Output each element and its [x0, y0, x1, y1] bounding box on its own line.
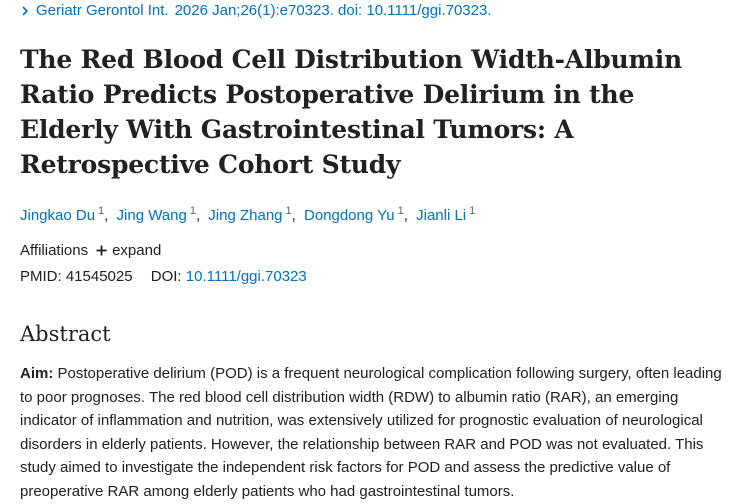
author-name[interactable]: Jingkao Du — [20, 207, 96, 224]
abstract-aim-paragraph: Aim: Postoperative delirium (POD) is a f… — [20, 362, 738, 504]
pmid-label: PMID: — [20, 268, 62, 285]
pmid-value: 41545025 — [65, 268, 133, 285]
affiliations-row: Affiliations expand — [20, 242, 161, 259]
author-name[interactable]: Jing Zhang — [208, 207, 283, 224]
author-item[interactable]: Jianli Li 1 — [416, 205, 476, 224]
citation-link[interactable]: Geriatr Gerontol Int. 2026 Jan;26(1):e70… — [20, 2, 492, 19]
affiliation-number[interactable]: 1 — [469, 205, 476, 217]
expand-label[interactable]: expand — [112, 242, 162, 259]
affiliations-label: Affiliations — [20, 242, 89, 259]
author-name[interactable]: Jianli Li — [416, 207, 467, 224]
doi-label: DOI: — [150, 268, 182, 285]
affiliation-number[interactable]: 1 — [397, 205, 404, 217]
affiliation-number[interactable]: 1 — [189, 205, 196, 217]
author-item[interactable]: Dongdong Yu 1 — [303, 205, 404, 224]
citation-details: 2026 Jan;26(1):e70323. doi: 10.1111/ggi.… — [174, 2, 492, 19]
plus-icon — [96, 245, 107, 256]
expand-affiliations-button[interactable]: expand — [96, 242, 161, 259]
author-name[interactable]: Jing Wang — [116, 207, 187, 224]
author-item[interactable]: Jingkao Du 1 — [20, 205, 105, 224]
article-title: The Red Blood Cell Distribution Width-Al… — [20, 45, 683, 179]
identifiers-row: PMID: 41545025 DOI: 10.1111/ggi.70323 — [20, 268, 307, 285]
abstract-heading: Abstract — [20, 322, 111, 346]
doi-link[interactable]: 10.1111/ggi.70323 — [185, 268, 307, 285]
affiliation-number[interactable]: 1 — [285, 205, 292, 217]
author-name[interactable]: Dongdong Yu — [303, 207, 395, 224]
journal-name[interactable]: Geriatr Gerontol Int. — [36, 2, 169, 19]
author-item[interactable]: Jing Wang 1 — [116, 205, 196, 224]
aim-label: Aim: — [20, 365, 54, 382]
affiliation-number[interactable]: 1 — [98, 205, 105, 217]
author-list: Jingkao Du 1, Jing Wang 1, Jing Zhang 1, Do… — [20, 205, 476, 224]
author-item[interactable]: Jing Zhang 1 — [208, 205, 292, 224]
aim-text: Postoperative delirium (POD) is a freque… — [20, 365, 722, 500]
chevron-right-icon — [22, 5, 29, 16]
